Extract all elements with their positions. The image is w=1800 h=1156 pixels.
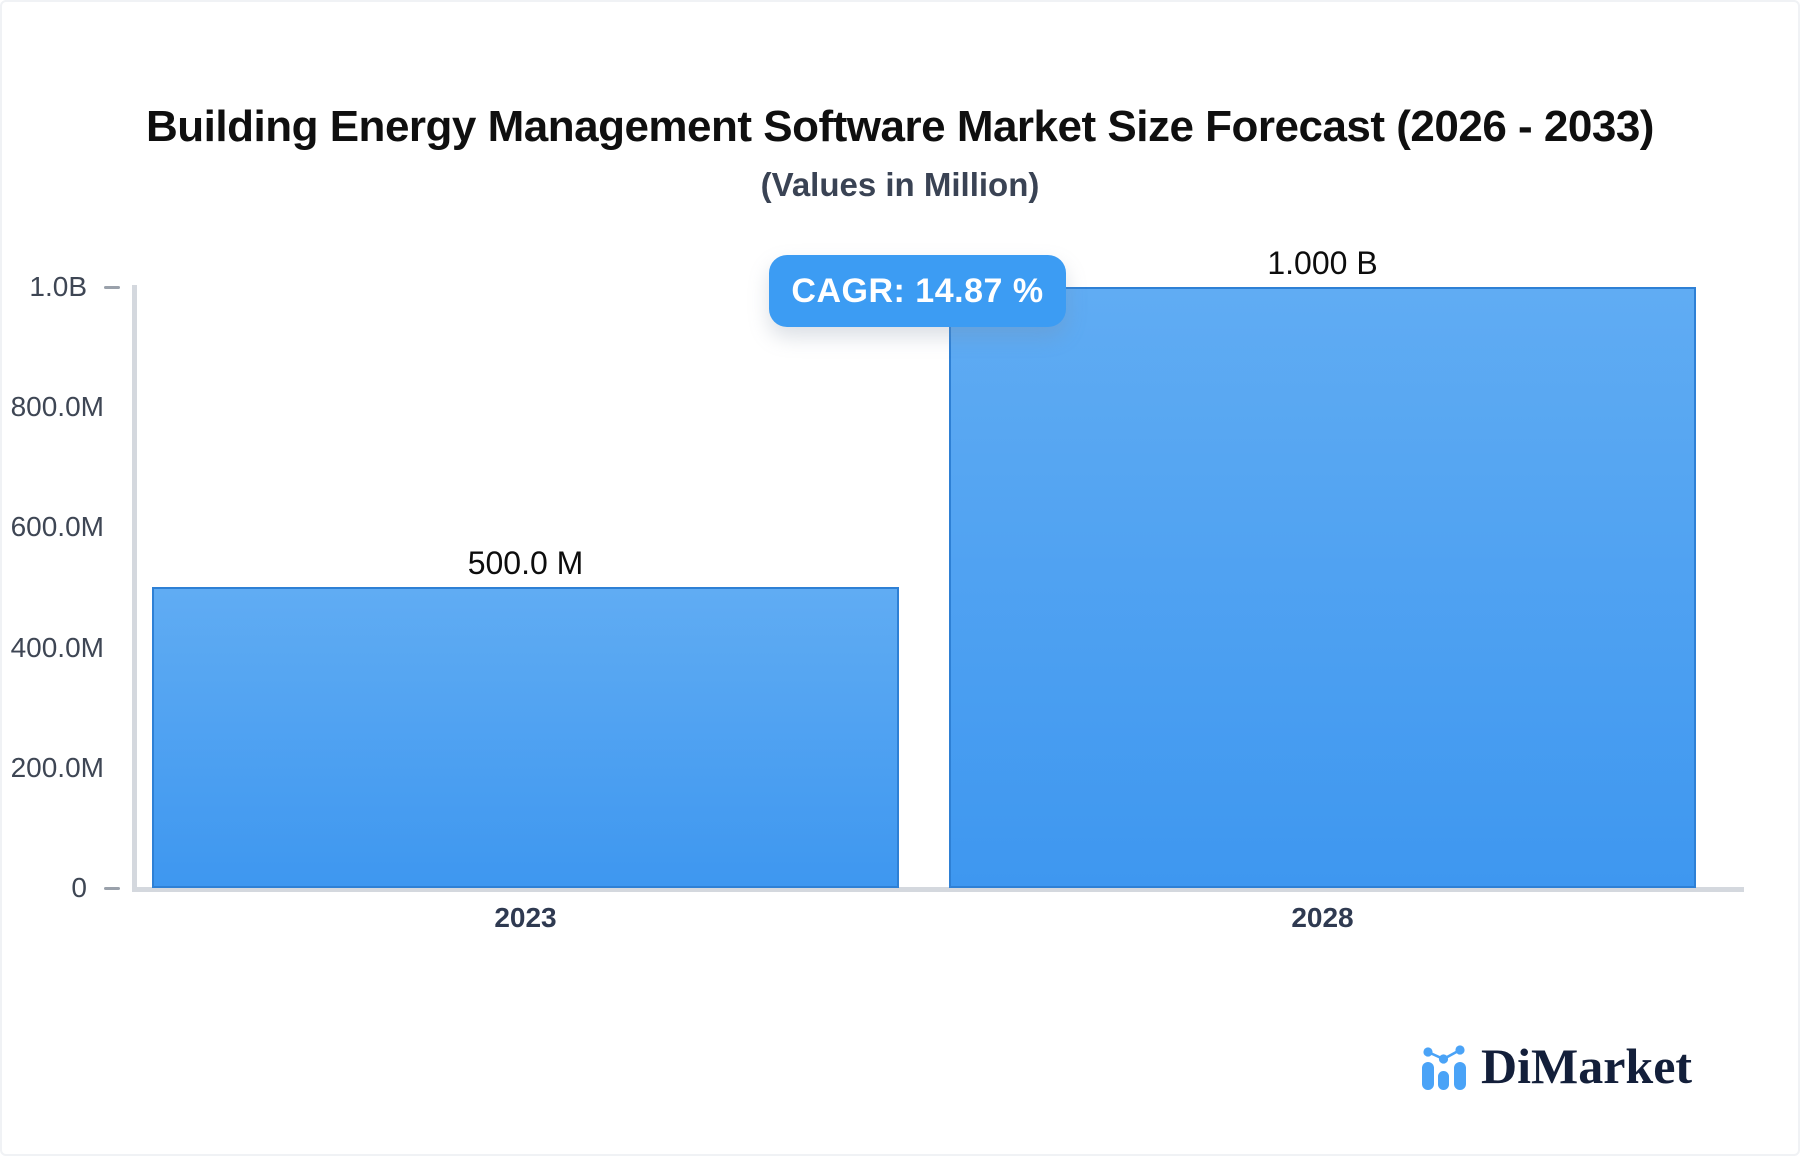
brand-logo: DiMarket bbox=[1420, 1038, 1693, 1094]
y-tick-200.0M: 200.0M bbox=[2, 751, 120, 783]
y-tick-label: 600.0M bbox=[10, 511, 104, 543]
y-tick-400.0M: 400.0M bbox=[2, 631, 120, 663]
y-tick-800.0M: 800.0M bbox=[2, 392, 120, 422]
y-tick-label: 400.0M bbox=[10, 631, 104, 663]
brand-name: DiMarket bbox=[1481, 1038, 1693, 1094]
y-tick-label: 200.0M bbox=[10, 751, 104, 783]
y-tick-label: 0 bbox=[71, 872, 87, 903]
bar-value-label-2023: 500.0 M bbox=[467, 545, 584, 581]
chart-title: Building Energy Management Software Mark… bbox=[146, 102, 1654, 151]
bar-2023 bbox=[152, 587, 899, 888]
dimarket-logo-icon bbox=[1422, 1045, 1466, 1090]
x-tick-label-2023: 2023 bbox=[494, 902, 557, 933]
cagr-label: CAGR: 14.87 % bbox=[791, 271, 1044, 310]
bar-value-label-2028: 1.000 B bbox=[1267, 245, 1378, 281]
y-tick-600.0M: 600.0M bbox=[2, 512, 120, 542]
x-axis-line bbox=[132, 887, 1744, 892]
chart-subtitle: (Values in Million) bbox=[760, 166, 1040, 203]
y-tick-mark bbox=[104, 886, 120, 890]
y-tick-mark bbox=[104, 285, 120, 289]
y-axis-line bbox=[132, 285, 137, 892]
y-tick-label: 1.0B bbox=[29, 271, 87, 302]
y-tick-0: 0 bbox=[2, 873, 120, 903]
x-tick-label-2028: 2028 bbox=[1291, 902, 1354, 933]
y-tick-label: 800.0M bbox=[10, 391, 104, 423]
bar-2028 bbox=[949, 287, 1696, 888]
cagr-badge: CAGR: 14.87 % bbox=[769, 255, 1066, 327]
y-tick-1.0B: 1.0B bbox=[2, 272, 120, 302]
